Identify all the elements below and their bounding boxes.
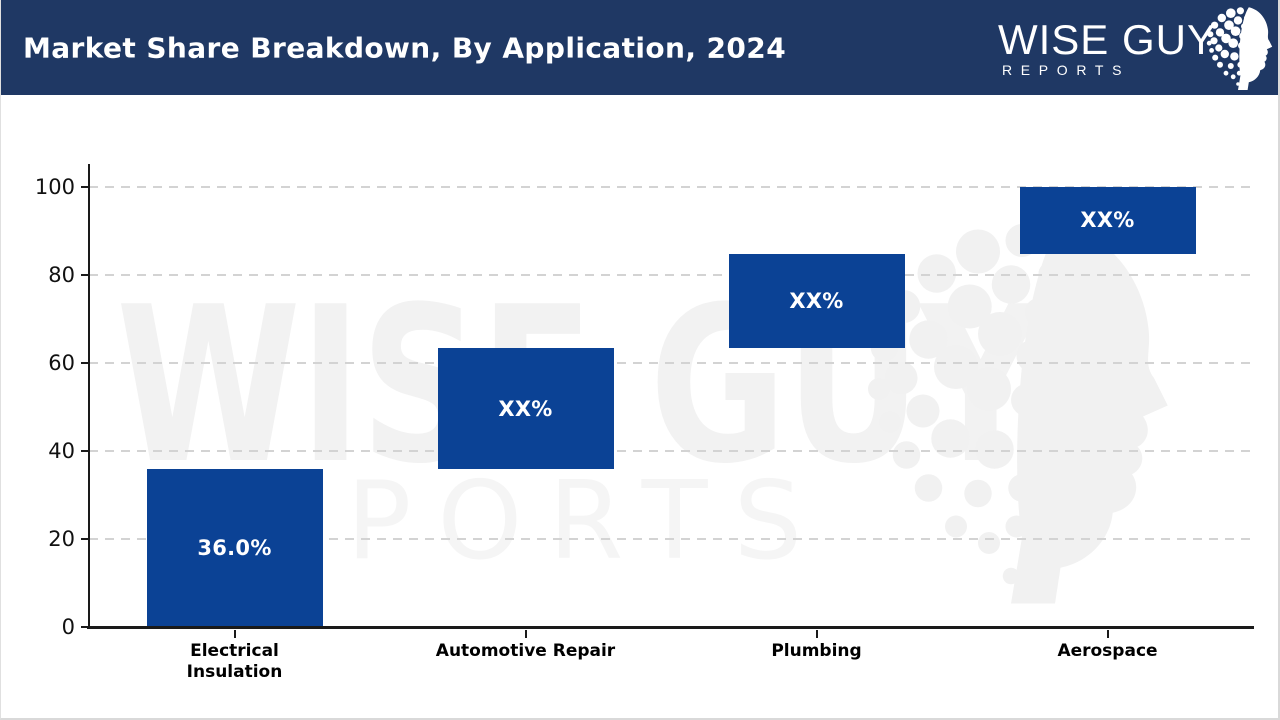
x-axis-label-automotive-repair: Automotive Repair <box>435 641 616 661</box>
y-axis-line <box>88 164 90 629</box>
header-bar: Market Share Breakdown, By Application, … <box>1 0 1278 95</box>
x-tick-mark-plumbing <box>815 630 818 638</box>
chart-title: Market Share Breakdown, By Application, … <box>23 31 787 64</box>
bar-electrical-insulation: 36.0% <box>146 468 323 627</box>
y-tick-mark-0 <box>81 626 88 628</box>
y-tick-label-40: 40 <box>48 439 75 463</box>
x-tick-mark-aerospace <box>1106 630 1109 638</box>
y-tick-label-80: 80 <box>48 263 75 287</box>
x-axis-label-aerospace: Aerospace <box>1057 641 1158 661</box>
brand-wordmark: WISE GUY <box>997 16 1216 63</box>
bar-aerospace: XX% <box>1019 187 1196 254</box>
bar-value-label-automotive-repair: XX% <box>498 396 553 421</box>
y-tick-mark-80 <box>81 274 88 276</box>
x-tick-mark-electrical-insulation <box>233 630 236 638</box>
x-axis-label-plumbing: Plumbing <box>771 641 862 661</box>
gridline-100 <box>89 186 1253 188</box>
y-tick-label-100: 100 <box>34 175 75 199</box>
gridline-20 <box>89 538 1253 540</box>
bar-plumbing: XX% <box>728 253 905 349</box>
bar-value-label-plumbing: XX% <box>789 289 844 314</box>
bar-automotive-repair: XX% <box>437 348 614 469</box>
brand-logo-text: WISE GUY REPORTS <box>997 16 1216 78</box>
bar-value-label-aerospace: XX% <box>1080 208 1135 233</box>
bar-value-label-electrical-insulation: 36.0% <box>197 535 272 560</box>
brand-reports-text: REPORTS <box>1001 62 1131 78</box>
gridline-80 <box>89 274 1253 276</box>
y-tick-mark-100 <box>81 186 88 188</box>
y-tick-label-0: 0 <box>61 615 75 639</box>
y-tick-mark-40 <box>81 450 88 452</box>
y-tick-mark-60 <box>81 362 88 364</box>
gridline-60 <box>89 362 1253 364</box>
y-tick-label-60: 60 <box>48 351 75 375</box>
gridline-40 <box>89 450 1253 452</box>
x-axis-line <box>87 626 1254 629</box>
brand-logo: WISE GUY REPORTS <box>998 4 1274 92</box>
y-tick-mark-20 <box>81 538 88 540</box>
y-tick-label-20: 20 <box>48 527 75 551</box>
x-tick-mark-automotive-repair <box>524 630 527 638</box>
x-axis-label-electrical-insulation: Electrical Insulation <box>186 641 283 682</box>
